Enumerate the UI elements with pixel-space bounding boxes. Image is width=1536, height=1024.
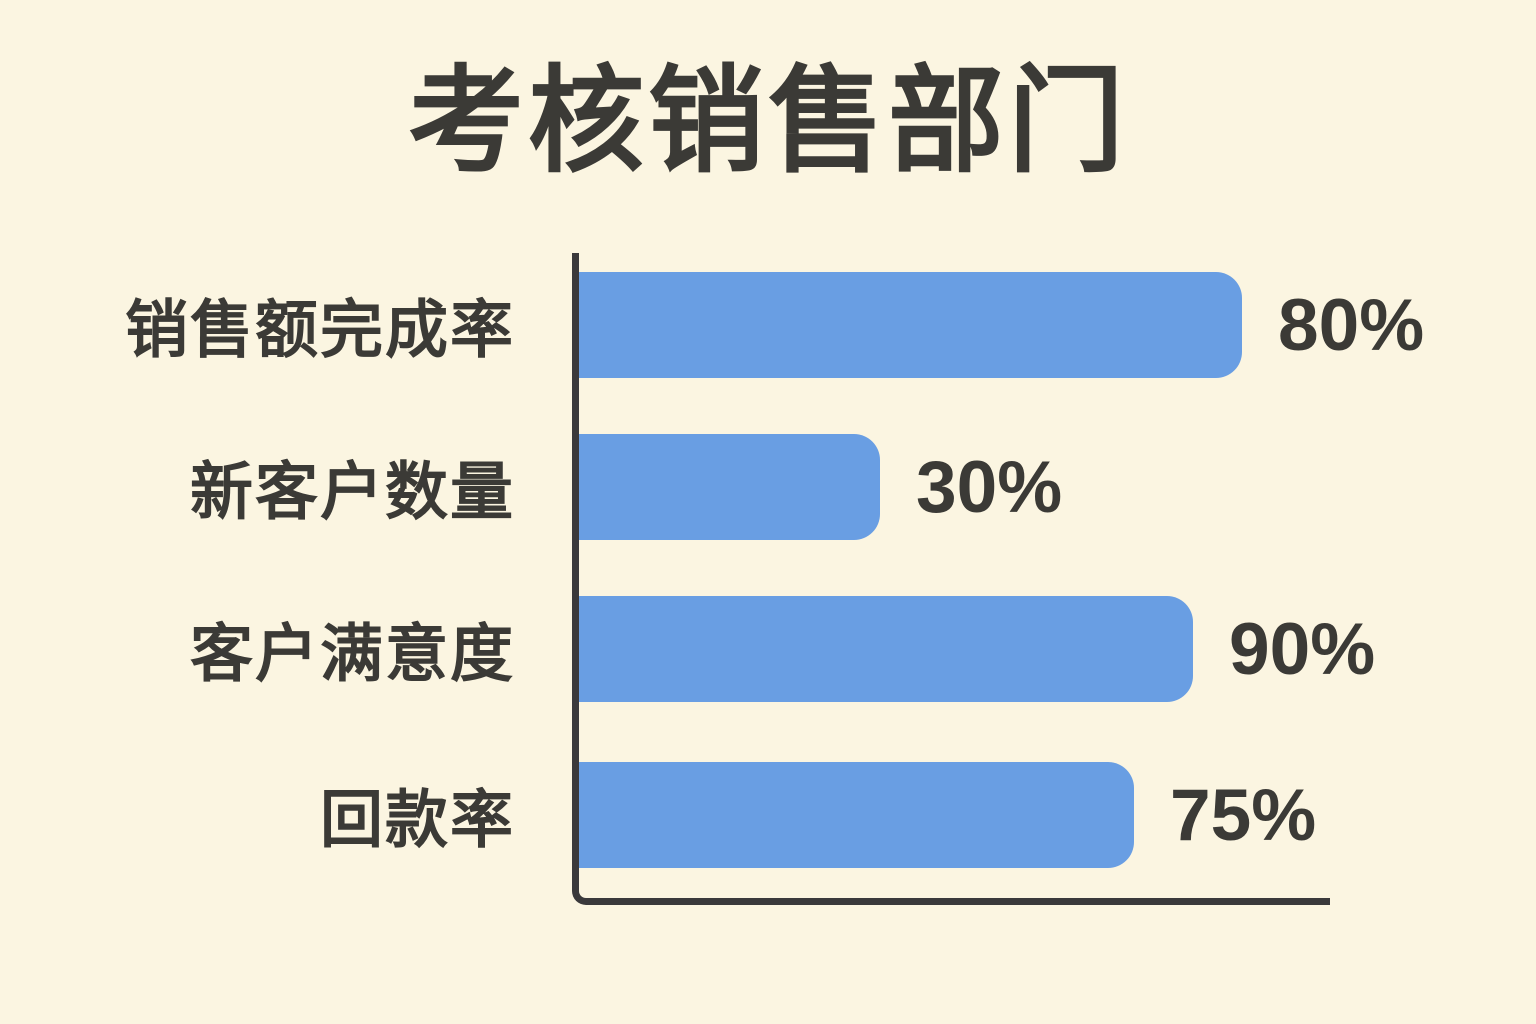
bar-new-customers <box>579 434 880 540</box>
value-label-collection-rate: 75% <box>1170 774 1317 856</box>
bar-track: 90% <box>579 596 1375 702</box>
category-label-sales-completion: 销售额完成率 <box>125 295 515 366</box>
bar-row-sales-completion: 销售额完成率 80% <box>0 272 1536 378</box>
value-label-new-customers: 30% <box>916 446 1063 528</box>
bar-track: 30% <box>579 434 1062 540</box>
bar-collection-rate <box>579 762 1134 868</box>
value-label-customer-satisfaction: 90% <box>1229 608 1376 690</box>
category-label-new-customers: 新客户数量 <box>190 457 515 528</box>
category-label-customer-satisfaction: 客户满意度 <box>190 619 515 690</box>
bar-track: 75% <box>579 762 1316 868</box>
bar-track: 80% <box>579 272 1424 378</box>
axes-frame <box>572 253 1330 905</box>
bar-sales-completion <box>579 272 1242 378</box>
chart-title: 考核销售部门 <box>408 56 1128 186</box>
category-label-collection-rate: 回款率 <box>320 785 515 856</box>
bar-row-customer-satisfaction: 客户满意度 90% <box>0 596 1536 702</box>
bar-customer-satisfaction <box>579 596 1193 702</box>
value-label-sales-completion: 80% <box>1278 284 1425 366</box>
bar-row-new-customers: 新客户数量 30% <box>0 434 1536 540</box>
bar-row-collection-rate: 回款率 75% <box>0 762 1536 868</box>
